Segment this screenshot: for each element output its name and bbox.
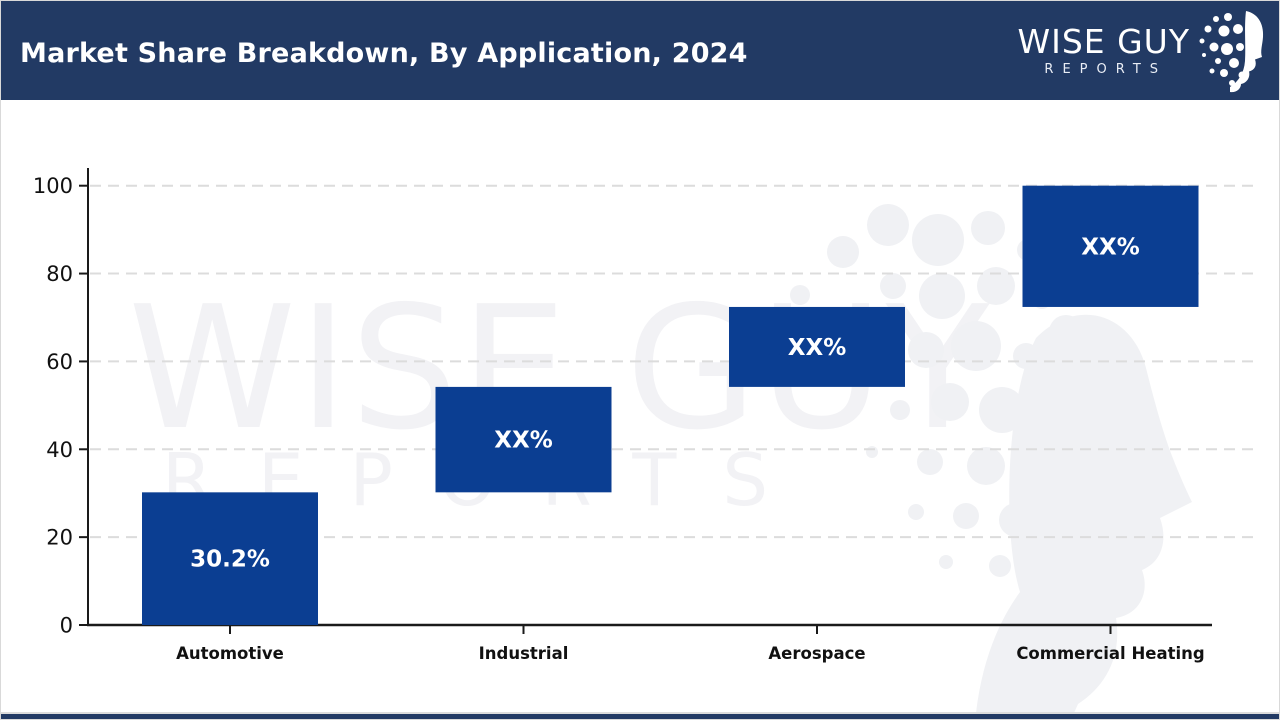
bar-aerospace	[729, 306, 905, 387]
bar-value-label: XX%	[1081, 234, 1140, 260]
logo-head-dots-icon	[1199, 11, 1264, 93]
y-axis-tick-label: 100	[33, 174, 73, 198]
logo-subtext: REPORTS	[1044, 61, 1168, 77]
footer-bar	[0, 712, 1280, 720]
x-axis-label: Automotive	[176, 644, 284, 663]
x-axis-label: Aerospace	[768, 644, 865, 663]
wiseguy-logo: WISE GUY REPORTS	[1017, 7, 1266, 95]
chart-area: WISE GUY REPORTS	[0, 100, 1280, 713]
y-axis-tick-label: 80	[46, 262, 73, 286]
bar-automotive	[142, 492, 318, 625]
logo-wordmark: WISE GUY	[1017, 22, 1190, 62]
y-axis-tick-label: 0	[60, 614, 73, 638]
bar-value-label: 30.2%	[190, 547, 270, 573]
bar-commercial-heating	[1022, 185, 1199, 307]
logo-text: WISE GUY REPORTS	[1017, 25, 1190, 77]
x-axis-label: Commercial Heating	[1016, 644, 1204, 663]
header-bar: Market Share Breakdown, By Application, …	[0, 0, 1280, 100]
bar-value-label: XX%	[494, 428, 553, 454]
watermark-head-pattern	[790, 204, 1192, 713]
y-axis-tick-label: 20	[46, 526, 73, 550]
bar-industrial	[435, 386, 612, 493]
y-axis-tick-label: 40	[46, 438, 73, 462]
waterfall-chart: 0 20 40 60 80 100 30.2% Automotive XX% Industrial…	[33, 168, 1256, 663]
bar-value-label: XX%	[788, 335, 847, 361]
page-title: Market Share Breakdown, By Application, …	[20, 37, 748, 69]
x-axis-label: Industrial	[479, 644, 569, 663]
y-axis-tick-label: 60	[46, 350, 73, 374]
